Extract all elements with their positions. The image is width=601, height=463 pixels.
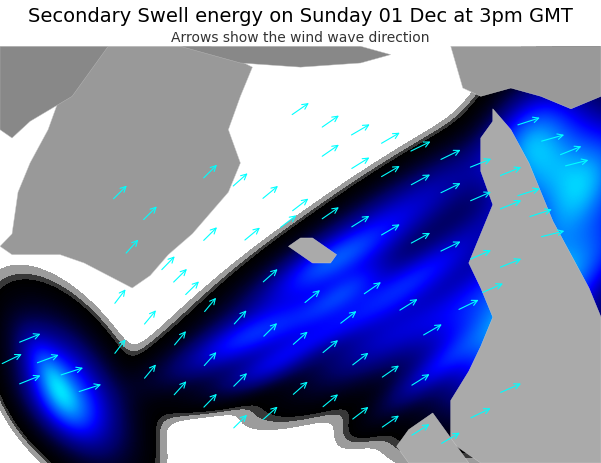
Polygon shape: [451, 109, 601, 463]
Polygon shape: [0, 46, 252, 288]
Polygon shape: [397, 413, 469, 463]
Polygon shape: [288, 238, 337, 263]
Polygon shape: [451, 46, 601, 109]
Text: Arrows show the wind wave direction: Arrows show the wind wave direction: [171, 31, 430, 45]
Polygon shape: [0, 46, 108, 138]
Polygon shape: [108, 46, 391, 67]
Text: Secondary Swell energy on Sunday 01 Dec at 3pm GMT: Secondary Swell energy on Sunday 01 Dec …: [28, 6, 573, 26]
